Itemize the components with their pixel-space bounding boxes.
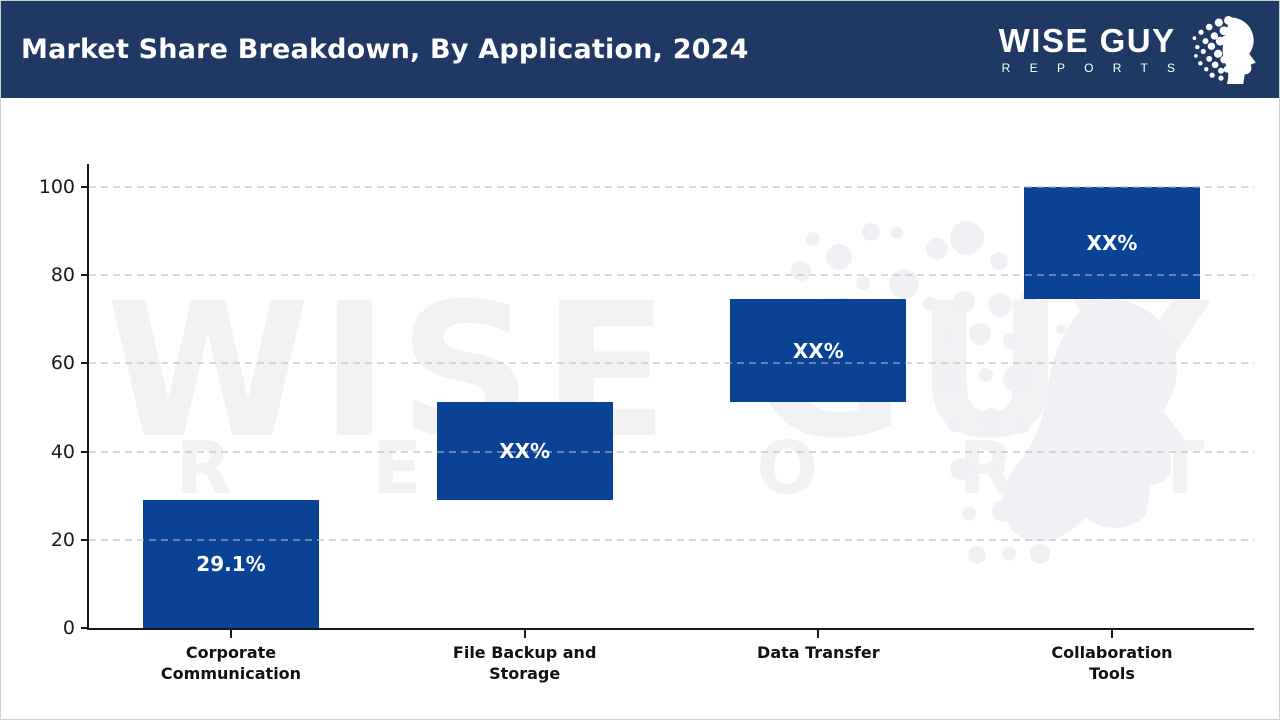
gridline-100 <box>89 186 1254 188</box>
chart-title: Market Share Breakdown, By Application, … <box>21 34 749 65</box>
gridline-40 <box>89 450 1254 453</box>
bar-segment-3: XX% <box>1024 187 1200 299</box>
category-label-2: Data Transfer <box>757 643 880 662</box>
gridline-80 <box>89 274 1254 277</box>
y-axis-spine <box>87 164 89 630</box>
x-axis-spine <box>87 628 1254 630</box>
category-label-1: File Backup and Storage <box>452 643 597 683</box>
x-tick-3 <box>1111 630 1113 638</box>
y-tick-100 <box>81 186 88 188</box>
bar-segment-2: XX% <box>730 299 907 403</box>
y-tick-40 <box>81 450 88 453</box>
bar-value-label-3: XX% <box>1086 231 1138 255</box>
category-label-3: Collaboration Tools <box>1051 643 1173 683</box>
y-tick-60 <box>81 362 88 365</box>
y-tick-label-40: 40 <box>50 440 75 463</box>
brand-logo: WISE GUY R E P O R T S <box>999 9 1261 91</box>
bar-value-label-1: XX% <box>499 438 551 463</box>
logo-subtext: R E P O R T S <box>1001 61 1183 75</box>
category-label-0: Corporate Communication <box>160 643 302 683</box>
y-tick-label-60: 60 <box>50 352 75 375</box>
logo-wordmark: WISE GUY <box>998 22 1176 59</box>
y-tick-0 <box>81 627 88 629</box>
y-tick-80 <box>81 274 88 277</box>
brand-logo-text: WISE GUY R E P O R T S <box>998 22 1183 76</box>
y-tick-label-100: 100 <box>38 176 75 198</box>
y-tick-label-20: 20 <box>50 528 75 551</box>
bar-value-label-2: XX% <box>792 338 844 363</box>
gridline-20 <box>89 538 1254 541</box>
gridline-60 <box>89 362 1254 365</box>
y-tick-label-80: 80 <box>50 264 75 287</box>
y-tick-label-0: 0 <box>62 617 75 639</box>
header-banner: Market Share Breakdown, By Application, … <box>1 1 1279 98</box>
x-tick-1 <box>523 630 526 638</box>
bar-segment-0: 29.1% <box>143 499 319 628</box>
x-tick-0 <box>230 630 232 638</box>
x-tick-2 <box>817 630 820 638</box>
y-tick-20 <box>81 538 88 541</box>
bar-value-label-0: 29.1% <box>196 551 266 576</box>
logo-face-icon <box>1192 15 1256 84</box>
